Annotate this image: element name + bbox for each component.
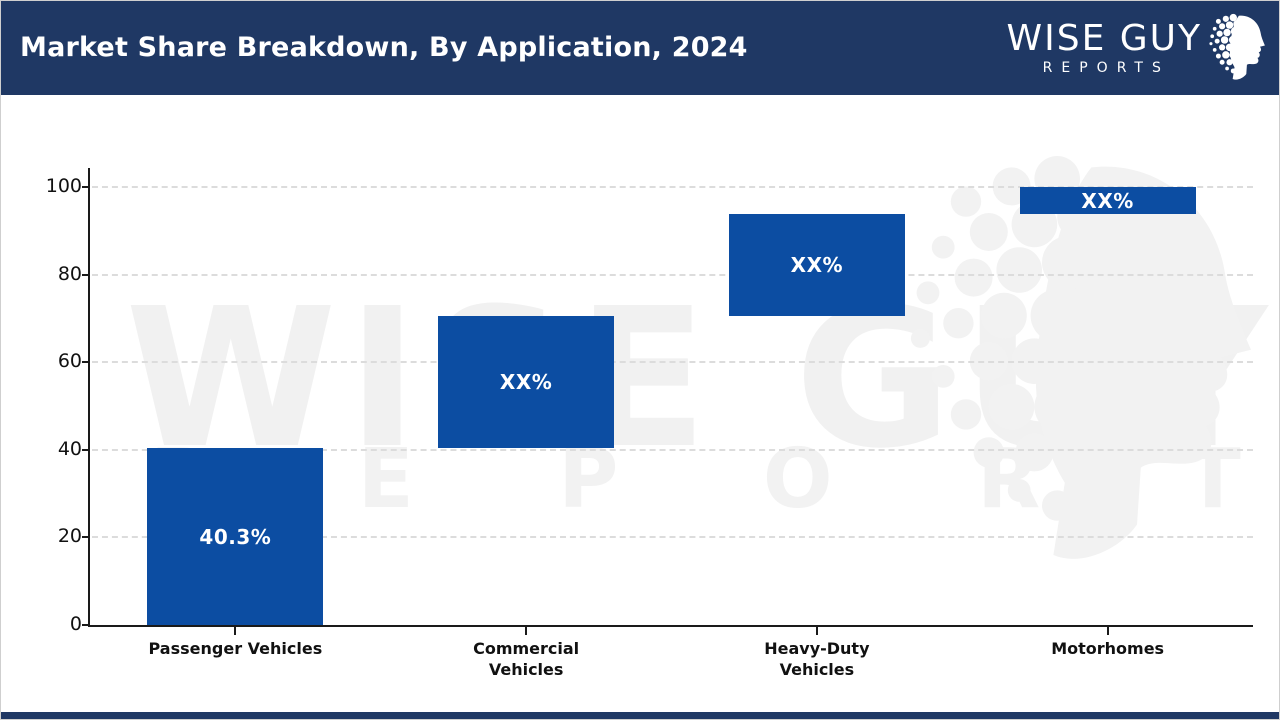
y-tick-label-100: 100: [45, 175, 82, 197]
y-tick-label-80: 80: [57, 262, 82, 285]
category-label-motorhomes: Motorhomes: [1051, 639, 1165, 658]
y-tick-label-0: 0: [69, 613, 82, 635]
gridline-y-60: [92, 361, 1253, 364]
bar-value-label-heavy-duty-vehicles: XX%: [790, 253, 844, 278]
gridline-y-80: [92, 273, 1253, 276]
y-tick-label-20: 20: [57, 525, 82, 548]
footer-bar: [0, 712, 1280, 720]
y-tick-label-40: 40: [57, 437, 82, 460]
bar-value-label-passenger-vehicles: 40.3%: [199, 524, 272, 549]
wise-guy-logo: WISE GUY REPORTS: [1007, 4, 1269, 92]
bar-passenger-vehicles: 40.3%: [147, 448, 324, 625]
bar-commercial-vehicles: XX%: [438, 316, 615, 449]
gridline-y-20: [92, 536, 1253, 539]
y-tick-label-60: 60: [57, 350, 82, 373]
chart-title: Market Share Breakdown, By Application, …: [20, 32, 748, 63]
y-tick-mark-0: [82, 624, 90, 626]
header-bar: Market Share Breakdown, By Application, …: [0, 0, 1280, 95]
gridline-y-40: [92, 448, 1253, 451]
x-tick-mark-commercial-vehicles: [525, 627, 528, 635]
x-axis-line: [88, 625, 1253, 627]
y-tick-mark-60: [82, 361, 90, 364]
y-axis-line: [88, 168, 90, 627]
y-tick-mark-20: [82, 536, 90, 539]
bar-value-label-motorhomes: XX%: [1081, 188, 1134, 213]
logo-subtext: REPORTS: [1042, 59, 1170, 76]
logo-head-icon: [1209, 13, 1265, 80]
bar-heavy-duty-vehicles: XX%: [728, 214, 905, 317]
category-label-passenger-vehicles: Passenger Vehicles: [148, 639, 323, 658]
category-label-heavy-duty-vehicles: Heavy-Duty Vehicles: [764, 639, 870, 679]
x-tick-mark-motorhomes: [1106, 627, 1109, 635]
y-tick-mark-80: [82, 273, 90, 276]
gridline-y-100: [92, 186, 1253, 188]
bar-motorhomes: XX%: [1019, 187, 1196, 215]
x-tick-mark-heavy-duty-vehicles: [815, 627, 818, 635]
logo-wordmark: WISE GUY: [1006, 18, 1202, 60]
y-tick-mark-100: [82, 186, 90, 188]
x-tick-mark-passenger-vehicles: [234, 627, 237, 635]
category-label-commercial-vehicles: Commercial Vehicles: [473, 639, 580, 679]
logo-text: WISE GUY REPORTS: [1007, 20, 1203, 76]
bar-value-label-commercial-vehicles: XX%: [499, 370, 553, 395]
y-tick-mark-40: [82, 448, 90, 451]
